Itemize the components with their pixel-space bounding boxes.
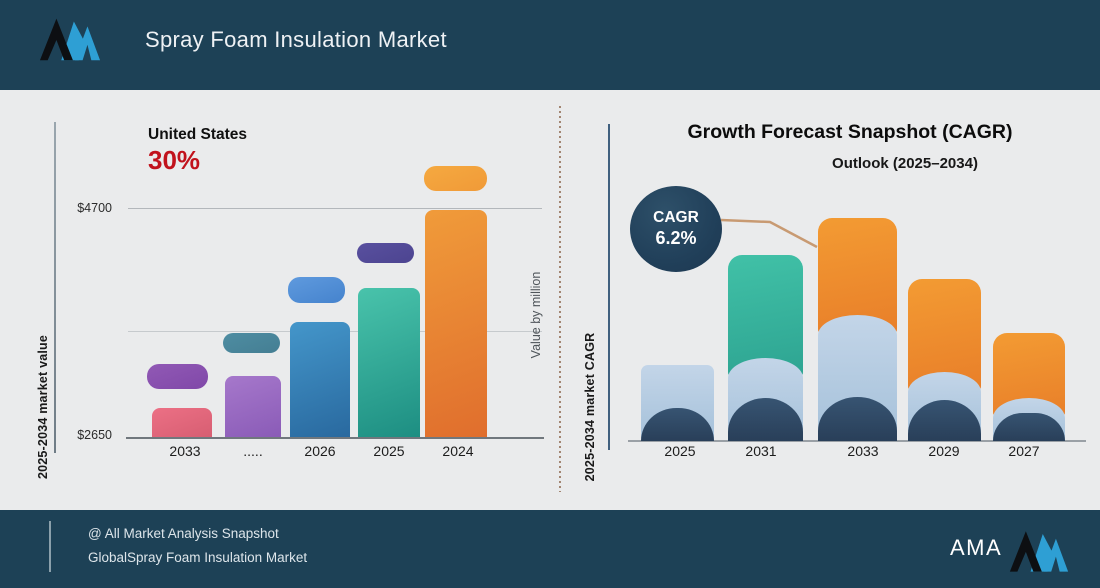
right-chart-subtitle: Outlook (2025–2034) — [832, 155, 978, 172]
footer-divider-line — [49, 521, 51, 572]
header-band: Spray Foam Insulation Market — [0, 0, 1100, 90]
right-tick-label: 2031 — [745, 443, 777, 459]
left-tick-label: 2024 — [442, 443, 474, 459]
left-x-axis-line — [126, 437, 544, 439]
left-tick-label: 2026 — [304, 443, 336, 459]
bar-2025 — [358, 288, 420, 437]
stacked-bar-2029 — [908, 279, 981, 441]
left-y-label-bottom: $2650 — [77, 428, 112, 442]
right-chart-title: Growth Forecast Snapshot (CAGR) — [687, 121, 1013, 143]
left-gridline-4700 — [128, 208, 542, 209]
right-tick-label: 2033 — [847, 443, 879, 459]
footer-credit-line: @ All Market Analysis Snapshot — [88, 526, 279, 541]
bar-cap-2024 — [424, 166, 487, 191]
cagr-badge: CAGR 6.2% — [630, 186, 722, 272]
cagr-badge-label: CAGR — [653, 209, 699, 227]
footer-brand-text: AMA — [950, 535, 1003, 560]
left-chart-stat: 30% — [148, 145, 201, 175]
right-y-axis-title: 2025-2034 market CAGR — [583, 332, 597, 482]
right-x-axis-line — [628, 440, 1086, 442]
stacked-bar-2031 — [728, 255, 803, 441]
navy-base-segment — [993, 413, 1065, 441]
bar-2033 — [152, 408, 212, 437]
bar-cap-..... — [223, 333, 280, 353]
footer-report-title: GlobalSpray Foam Insulation Market — [88, 550, 308, 565]
right-y-axis-line — [608, 124, 610, 450]
bar-..... — [225, 376, 281, 437]
ama-logo-icon-footer — [1009, 531, 1069, 572]
bar-cap-2026 — [288, 277, 345, 303]
left-tick-label: 2033 — [169, 443, 201, 459]
left-y-axis-title: 2025-2034 market value — [36, 334, 50, 480]
bar-cap-2025 — [357, 243, 414, 263]
footer-band: @ All Market Analysis Snapshot GlobalSpr… — [0, 510, 1100, 588]
panel-divider-dotted — [559, 106, 561, 492]
left-tick-label: ..... — [243, 443, 263, 459]
left-y-axis-line — [54, 122, 56, 453]
right-tick-label: 2029 — [928, 443, 960, 459]
left-y-label-top: $4700 — [77, 201, 112, 215]
stacked-bar-2025 — [641, 365, 714, 441]
left-tick-label: 2025 — [373, 443, 405, 459]
ama-logo-icon — [39, 18, 101, 61]
bar-2026 — [290, 322, 350, 437]
page-title: Spray Foam Insulation Market — [145, 27, 447, 52]
bar-2024 — [425, 210, 487, 437]
middle-value-axis-label: Value by million — [529, 271, 543, 359]
stacked-bar-2027 — [993, 333, 1065, 441]
right-tick-label: 2025 — [664, 443, 696, 459]
right-tick-label: 2027 — [1008, 443, 1040, 459]
bar-cap-2033 — [147, 364, 208, 389]
stacked-bar-2033 — [818, 218, 897, 441]
left-chart-region-label: United States — [148, 126, 248, 143]
chart-canvas: 2025-2034 market value United States 30%… — [0, 90, 1100, 510]
cagr-badge-value: 6.2% — [655, 228, 697, 249]
